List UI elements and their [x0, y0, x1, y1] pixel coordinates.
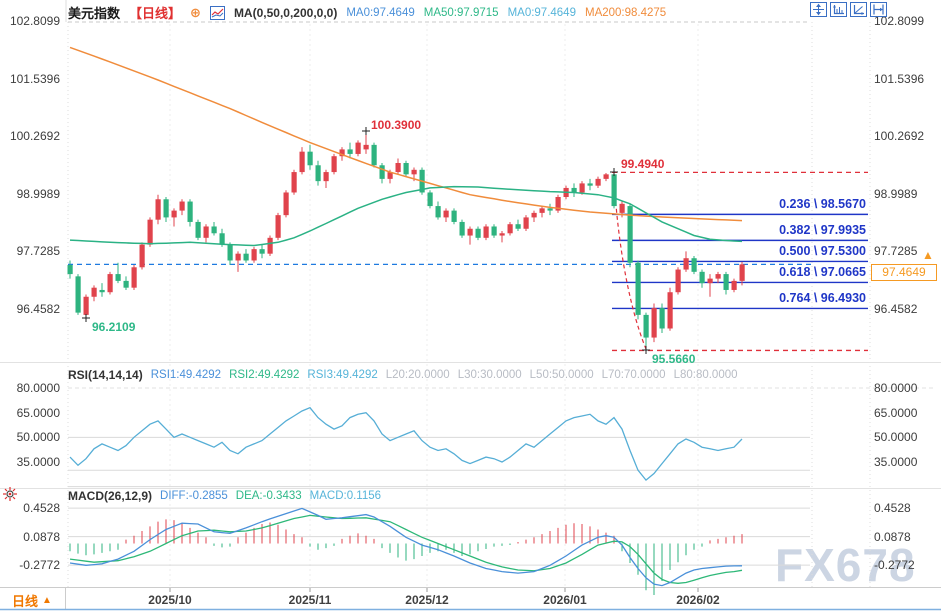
- y-axis-scale-icon[interactable]: [830, 2, 847, 17]
- ma-settings-label: MA(0,50,0,200,0,0): [233, 5, 338, 20]
- fib-level-label: 0.236 \ 98.5670: [779, 197, 866, 212]
- add-indicator-icon[interactable]: ⊕: [190, 4, 201, 20]
- rsi-axis-label-left: 35.0000: [16, 454, 60, 469]
- ma-value: MA50:97.9715: [423, 6, 499, 19]
- symbol-name: 美元指数: [68, 6, 121, 21]
- date-label: 2026/02: [676, 593, 720, 607]
- period-label: 日线: [12, 594, 39, 609]
- main-axis-label-left: 97.7285: [16, 244, 60, 259]
- macd-axis-label-right: -0.2772: [874, 558, 915, 573]
- period-dropdown-icon: ▲: [42, 595, 52, 606]
- macd-axis-label-right: 0.0878: [874, 529, 911, 544]
- toolbar-icons: [810, 2, 887, 17]
- macd-header: MACD(26,12,9) DIFF:-0.2855 DEA:-0.3433 MAC…: [68, 489, 381, 503]
- rsi-axis-label-right: 35.0000: [874, 454, 918, 469]
- rsi-value: L30:30.0000: [457, 369, 522, 381]
- date-label: 2025/11: [288, 593, 332, 607]
- main-axis-label-left: 101.5396: [9, 71, 60, 86]
- main-axis-label-right: 102.8099: [874, 14, 925, 28]
- rsi-values: RSI1:49.4292 RSI2:49.4292 RSI3:49.4292 L20:…: [151, 369, 738, 381]
- main-axis-label-right: 97.7285: [874, 244, 918, 259]
- rsi-axis-label-left: 50.0000: [16, 430, 60, 445]
- price-annotation: 96.2109: [92, 320, 136, 334]
- ma-value: MA0:97.4649: [346, 6, 415, 19]
- chart-style-icon[interactable]: [209, 5, 225, 20]
- rsi-value: RSI2:49.4292: [229, 369, 300, 381]
- ma-value: MA0:97.4649: [507, 6, 576, 19]
- x-axis-scale-icon[interactable]: [850, 2, 867, 17]
- macd-axis-label-left: 0.0878: [23, 529, 60, 544]
- main-axis-label-right: 96.4582: [874, 301, 918, 316]
- price-up-arrow: ▲: [922, 248, 934, 262]
- main-axis-label-left: 98.9989: [16, 186, 60, 201]
- main-axis-label-right: 98.9989: [874, 186, 918, 201]
- macd-axis-label-left: 0.4528: [23, 501, 60, 516]
- price-annotation: 99.4940: [621, 157, 665, 171]
- date-label: 2026/01: [543, 593, 587, 607]
- last-price-box: 97.4649: [871, 264, 937, 281]
- main-axis-label-left: 102.8099: [9, 14, 60, 28]
- date-label: 2025/10: [148, 593, 192, 607]
- ma-values: MA0:97.4649 MA50:97.9715 MA0:97.4649 MA200:…: [346, 7, 666, 19]
- rsi-value: L50:50.0000: [529, 369, 594, 381]
- price-annotation: 95.5660: [652, 352, 696, 366]
- fib-level-label: 0.500 \ 97.5300: [779, 244, 866, 259]
- rsi-value: L80:80.0000: [673, 369, 738, 381]
- period-tag: 【日线】: [129, 6, 182, 21]
- rsi-value: L70:70.0000: [601, 369, 666, 381]
- pan-icon[interactable]: [810, 2, 827, 17]
- rsi-axis-label-right: 50.0000: [874, 430, 918, 445]
- reset-view-icon[interactable]: [870, 2, 887, 17]
- rsi-axis-label-left: 65.0000: [16, 405, 60, 420]
- rsi-axis-label-left: 80.0000: [16, 381, 60, 395]
- main-axis-label-right: 100.2692: [874, 129, 925, 144]
- rsi-title: RSI(14,14,14): [68, 368, 143, 382]
- fib-level-label: 0.764 \ 96.4930: [779, 291, 866, 306]
- rsi-value: RSI3:49.4292: [307, 369, 378, 381]
- main-axis-label-left: 100.2692: [9, 129, 60, 144]
- main-header: 美元指数 【日线】 ⊕ MA(0,50,0,200,0,0) MA0:97.46…: [68, 3, 666, 22]
- macd-axis-label-right: 0.4528: [874, 501, 911, 516]
- date-label: 2025/12: [405, 593, 449, 607]
- rsi-value: L20:20.0000: [385, 369, 450, 381]
- rsi-header: RSI(14,14,14) RSI1:49.4292 RSI2:49.4292 RS…: [68, 368, 738, 382]
- price-annotation: 100.3900: [371, 118, 422, 132]
- rsi-axis-label-right: 80.0000: [874, 381, 918, 395]
- indicator-settings-icon[interactable]: [2, 486, 18, 507]
- main-axis-label-left: 96.4582: [16, 301, 60, 316]
- fib-level-label: 0.618 \ 97.0665: [779, 265, 866, 280]
- macd-axis-label-left: -0.2772: [19, 558, 60, 573]
- main-axis-label-right: 101.5396: [874, 71, 925, 86]
- macd-title: MACD(26,12,9): [68, 489, 153, 503]
- rsi-axis-label-right: 65.0000: [874, 405, 918, 420]
- macd-value: DIFF:-0.2855: [160, 490, 228, 502]
- macd-values: DIFF:-0.2855 DEA:-0.3433 MACD:0.1156: [160, 490, 381, 502]
- fib-level-label: 0.382 \ 97.9935: [779, 223, 866, 238]
- period-selector[interactable]: 日线 ▲: [12, 591, 52, 610]
- macd-value: DEA:-0.3433: [235, 490, 302, 502]
- rsi-value: RSI1:49.4292: [150, 369, 222, 381]
- macd-value: MACD:0.1156: [309, 490, 382, 502]
- ma-value: MA200:98.4275: [584, 6, 667, 19]
